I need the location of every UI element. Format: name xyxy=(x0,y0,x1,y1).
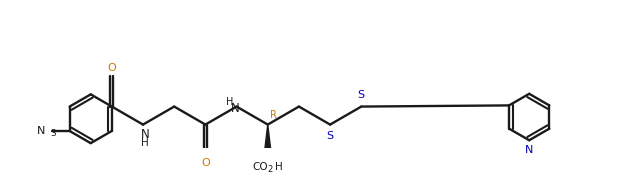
Text: S: S xyxy=(358,90,365,100)
Text: S: S xyxy=(326,131,334,141)
Text: H: H xyxy=(226,97,233,107)
Text: H: H xyxy=(275,162,283,172)
Text: CO: CO xyxy=(252,162,268,172)
Text: R: R xyxy=(270,110,277,120)
Text: H: H xyxy=(141,138,149,148)
Text: N: N xyxy=(37,126,45,136)
Polygon shape xyxy=(264,125,271,157)
Text: O: O xyxy=(201,158,210,168)
Text: 2: 2 xyxy=(268,165,273,174)
Text: N: N xyxy=(231,102,239,115)
Text: N: N xyxy=(141,128,150,141)
Text: O: O xyxy=(107,63,116,73)
Text: 3: 3 xyxy=(51,129,56,138)
Text: N: N xyxy=(525,145,533,155)
